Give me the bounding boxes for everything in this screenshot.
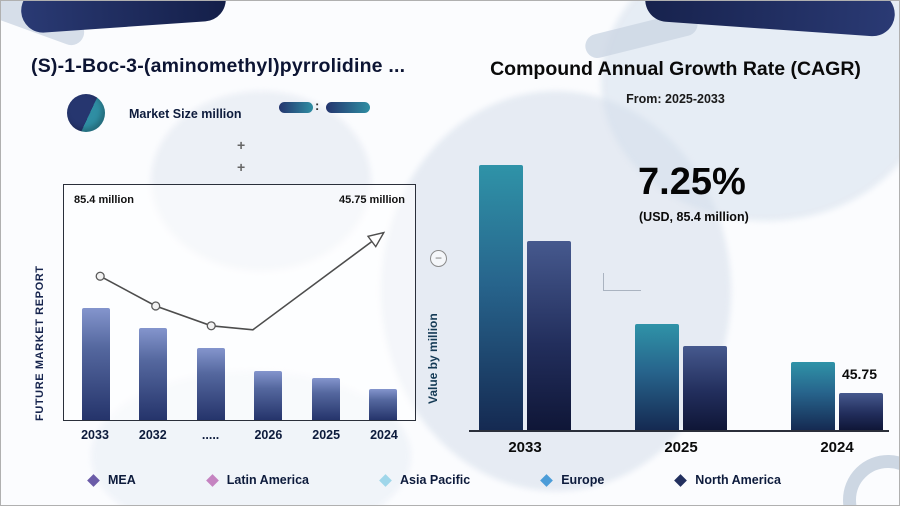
cagr-value: 7.25% <box>638 161 746 203</box>
market-size-bar <box>196 348 225 420</box>
legend-item-north-america: North America <box>674 473 781 487</box>
legend-diamond-icon <box>379 473 392 487</box>
cagr-bar <box>791 362 835 430</box>
market-size-bar <box>254 371 283 420</box>
legend-item-latin-america: Latin America <box>205 473 309 487</box>
left-chart-x-axis: 2033 2032..... 2026 2025 2024 <box>63 428 416 442</box>
gradient-pill-icon <box>326 102 370 113</box>
cagr-bar <box>683 346 727 430</box>
gradient-pill-icon <box>279 102 313 113</box>
cagr-bar <box>839 393 883 430</box>
cagr-bar-group <box>479 165 571 430</box>
legend-label: Europe <box>561 473 605 487</box>
right-chart-x-axis: 2033 2025 2024 <box>469 439 889 456</box>
x-axis-tick-label: 2026 <box>254 428 283 442</box>
decor-bracket <box>603 273 641 291</box>
market-size-bar <box>139 328 168 420</box>
legend-diamond-icon <box>87 473 100 487</box>
legend-label: MEA <box>108 473 136 487</box>
cagr-subtitle: From: 2025-2033 <box>626 92 725 106</box>
cagr-chart: 45.75 <box>469 153 889 432</box>
market-size-bar <box>311 378 340 420</box>
x-axis-tick-label: ..... <box>201 428 220 442</box>
market-size-donut-icon <box>67 94 105 132</box>
cagr-bar-group <box>791 362 883 430</box>
legend-label: Latin America <box>226 473 309 487</box>
legend-item-europe: Europe <box>540 473 605 487</box>
x-axis-tick-label: 2025 <box>312 428 341 442</box>
x-axis-tick-label: 2032 <box>138 428 167 442</box>
cagr-title: Compound Annual Growth Rate (CAGR) <box>490 58 861 80</box>
decor-arc-bottom-right <box>843 455 899 505</box>
plus-icon: + <box>237 159 246 175</box>
page-title: (S)-1-Boc-3-(aminomethyl)pyrrolidine ... <box>31 55 406 77</box>
market-size-bar <box>368 389 397 420</box>
decor-swoosh-top-right-gray <box>582 9 701 61</box>
market-size-bar <box>82 308 110 420</box>
x-axis-tick-label: 2024 <box>370 428 398 442</box>
bar-series <box>64 185 415 420</box>
legend-item-mea: MEA <box>87 473 136 487</box>
cagr-bar <box>635 324 679 430</box>
x-axis-tick-label: 2025 <box>664 439 698 456</box>
cagr-bar <box>527 241 571 430</box>
annotation-start-value: 85.4 million <box>74 194 134 206</box>
legend-label: North America <box>695 473 781 487</box>
market-size-legend-label: Market Size million <box>129 107 242 121</box>
right-chart-y-axis-label: Value by million <box>426 313 440 404</box>
legend-diamond-icon <box>540 473 554 487</box>
cagr-bar-group <box>635 324 727 430</box>
cagr-caption: (USD, 85.4 million) <box>639 210 749 224</box>
bar-groups <box>469 153 889 430</box>
legend-label: Asia Pacific <box>400 473 471 487</box>
minus-circle-icon: − <box>430 250 447 267</box>
annotation-2024-value: 45.75 <box>841 366 877 382</box>
cagr-bar <box>479 165 523 430</box>
x-axis-tick-label: 2033 <box>81 428 109 442</box>
plus-icon: + <box>237 137 246 153</box>
region-legend: MEA Latin America Asia Pacific Europe North … <box>87 473 781 487</box>
decor-swoosh-top-left <box>19 1 228 35</box>
left-chart-y-axis-label: FUTURE MARKET REPORT <box>34 265 46 421</box>
decor-swoosh-top-left-gray <box>1 1 88 49</box>
decor-swoosh-top-right <box>643 1 897 38</box>
x-axis-tick-label: 2033 <box>508 439 542 456</box>
pill-separator: : <box>315 98 320 113</box>
legend-item-asia-pacific: Asia Pacific <box>379 473 471 487</box>
legend-diamond-icon <box>205 473 219 487</box>
x-axis-tick-label: 2024 <box>820 439 854 456</box>
legend-diamond-icon <box>674 473 688 487</box>
market-size-chart: 85.4 million 45.75 million <box>63 184 416 421</box>
annotation-end-value: 45.75 million <box>338 194 405 206</box>
trend-arrow <box>95 231 386 331</box>
